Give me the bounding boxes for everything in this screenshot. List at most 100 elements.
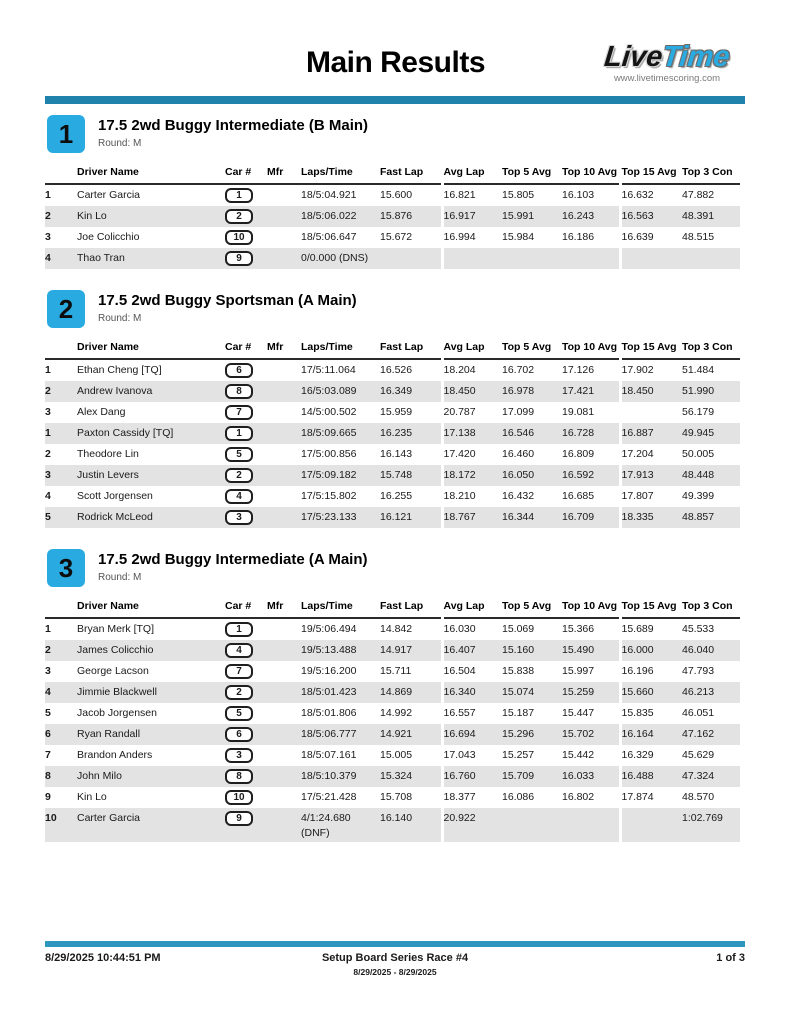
laps-time-cell: 18/5:09.665	[301, 423, 380, 444]
race-section: 1 17.5 2wd Buggy Intermediate (B Main) R…	[45, 115, 745, 269]
top10-avg-cell: 16.802	[562, 791, 595, 803]
column-header: Car #	[223, 162, 267, 185]
laps-time-cell: 19/5:13.488	[301, 640, 380, 661]
top5-avg-cell: 15.160	[502, 640, 562, 661]
fast-lap-cell: 16.349	[380, 381, 442, 402]
driver-name-cell: Joe Colicchio	[77, 231, 140, 243]
top10-avg-cell: 16.809	[562, 448, 595, 460]
top5-avg-cell: 16.702	[502, 364, 535, 376]
fast-lap-cell: 14.992	[380, 707, 413, 719]
column-header: Avg Lap	[440, 337, 502, 360]
car-number-badge: 1	[225, 426, 253, 441]
top10-avg-cell: 15.259	[562, 682, 620, 703]
driver-name-cell: Justin Levers	[77, 465, 223, 486]
top10-avg-cell: 16.685	[562, 490, 595, 502]
section-number: 1	[58, 118, 74, 149]
avg-lap-cell: 17.043	[440, 745, 502, 766]
logo-time-word: Time	[660, 41, 732, 73]
laps-time-cell: 18/5:10.379	[301, 766, 380, 787]
column-header: Fast Lap	[380, 162, 442, 185]
table-header-row: Driver Name Car # Mfr Laps/Time Fast Lap Avg …	[45, 596, 740, 619]
driver-name-cell: Andrew Ivanova	[77, 381, 223, 402]
car-number-cell: 6	[223, 359, 267, 381]
top3-con-cell: 48.448	[682, 465, 740, 486]
fast-lap-cell: 15.324	[380, 766, 442, 787]
driver-name-cell: Bryan Merk [TQ]	[77, 623, 155, 635]
column-header: Avg Lap	[440, 162, 502, 185]
fast-lap-cell: 15.876	[380, 206, 442, 227]
results-table: Driver Name Car # Mfr Laps/Time Fast Lap Avg …	[45, 337, 740, 528]
avg-lap-cell: 18.204	[440, 359, 502, 381]
mfr-cell	[267, 640, 301, 661]
column-header: Top 5 Avg	[502, 337, 562, 360]
top15-avg-cell: 16.639	[618, 227, 682, 248]
top10-avg-cell: 15.997	[562, 665, 595, 677]
driver-name-cell: Ryan Randall	[77, 724, 223, 745]
position-cell: 2	[45, 381, 77, 402]
mfr-cell	[267, 359, 301, 381]
column-header: Top 5 Avg	[502, 596, 562, 619]
top10-avg-cell: 15.447	[562, 707, 595, 719]
top5-avg-cell: 16.546	[502, 423, 562, 444]
laps-time-note: (DNF)	[301, 827, 330, 839]
logo-website-url: www.livetimescoring.com	[613, 73, 721, 84]
fast-lap-cell: 16.121	[380, 507, 442, 528]
fast-lap-cell: 15.748	[380, 465, 442, 486]
position-cell: 6	[45, 724, 77, 745]
top10-avg-cell: 16.709	[562, 507, 620, 528]
fast-lap-cell: 16.143	[380, 448, 413, 460]
section-title: 17.5 2wd Buggy Intermediate (B Main)	[98, 117, 369, 134]
driver-name-cell: Paxton Cassidy [TQ]	[77, 423, 223, 444]
livetime-logo: LiveTime www.livetimescoring.com	[591, 41, 743, 84]
footer-event-dates: 8/29/2025 - 8/29/2025	[353, 967, 437, 977]
position-cell: 2	[45, 640, 77, 661]
column-header: Mfr	[267, 162, 301, 185]
result-row: 6 Ryan Randall 6 18/5:06.777 14.921 16.6…	[45, 724, 740, 745]
driver-name-cell: Thao Tran	[77, 248, 223, 269]
avg-lap-cell: 16.821	[440, 184, 502, 206]
top15-avg-cell: 16.632	[618, 184, 682, 206]
section-number-badge: 3	[47, 549, 85, 587]
footer-page-number: 1 of 3	[716, 952, 745, 964]
driver-name-cell: John Milo	[77, 766, 223, 787]
top5-avg-cell: 16.086	[502, 791, 535, 803]
top10-avg-cell: 17.421	[562, 381, 620, 402]
car-number-cell: 2	[223, 465, 267, 486]
mfr-cell	[267, 402, 301, 423]
column-header: Driver Name	[77, 162, 223, 185]
top3-con-cell: 47.162	[682, 724, 740, 745]
avg-lap-cell: 20.922	[440, 808, 502, 842]
fast-lap-cell: 15.005	[380, 749, 413, 761]
fast-lap-cell: 15.959	[380, 406, 413, 418]
avg-lap-cell: 16.557	[440, 703, 502, 724]
column-header: Top 3 Con	[682, 162, 740, 185]
car-number-cell: 4	[223, 486, 267, 507]
top15-avg-cell: 17.204	[618, 444, 682, 465]
result-row: 5 Jacob Jorgensen 5 18/5:01.806 14.992 1…	[45, 703, 740, 724]
result-row: 8 John Milo 8 18/5:10.379 15.324 16.760 …	[45, 766, 740, 787]
section-header: 1 17.5 2wd Buggy Intermediate (B Main) R…	[47, 115, 745, 153]
driver-name-cell: James Colicchio	[77, 640, 223, 661]
column-header: Top 10 Avg	[562, 596, 620, 619]
top15-avg-cell: 17.913	[618, 465, 682, 486]
mfr-cell	[267, 423, 301, 444]
top3-con-cell: 49.945	[682, 423, 740, 444]
top3-con-cell: 50.005	[682, 448, 715, 460]
car-number-cell: 1	[223, 618, 267, 640]
laps-time-cell: 18/5:06.777	[301, 724, 380, 745]
car-number-cell: 2	[223, 682, 267, 703]
driver-name-cell: Alex Dang	[77, 406, 126, 418]
top10-avg-cell: 15.702	[562, 724, 620, 745]
driver-name-cell: Ethan Cheng [TQ]	[77, 364, 162, 376]
fast-lap-cell: 16.140	[380, 808, 442, 842]
top5-avg-cell: 15.187	[502, 707, 535, 719]
top3-con-cell: 1:02.769	[682, 808, 740, 842]
car-number-cell: 9	[223, 248, 267, 269]
avg-lap-cell: 16.030	[440, 618, 502, 640]
top5-avg-cell: 15.709	[502, 766, 562, 787]
table-header-row: Driver Name Car # Mfr Laps/Time Fast Lap Avg …	[45, 337, 740, 360]
top10-avg-cell: 16.592	[562, 465, 620, 486]
avg-lap-cell: 17.138	[440, 423, 502, 444]
laps-time-cell: 19/5:16.200	[301, 665, 357, 677]
column-header: Laps/Time	[301, 337, 380, 360]
